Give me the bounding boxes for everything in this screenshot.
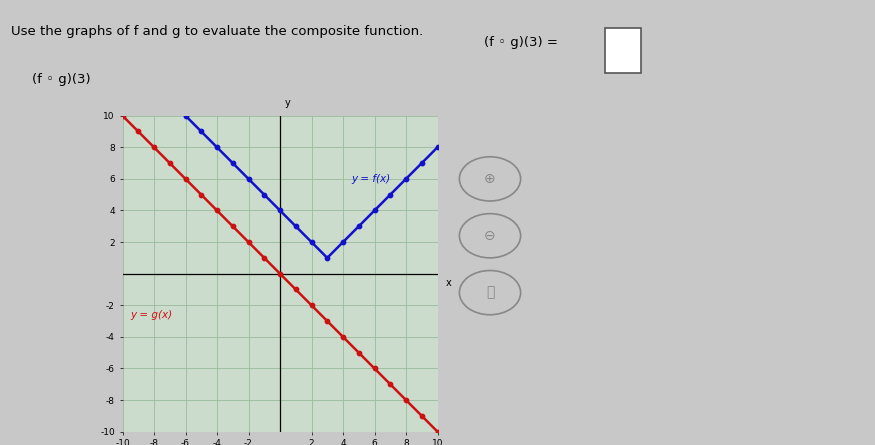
Point [336, 333, 350, 340]
Point [336, 239, 350, 246]
Point [242, 175, 256, 182]
Point [430, 428, 444, 435]
Text: ⤢: ⤢ [486, 286, 494, 299]
Point [226, 222, 240, 230]
Point [273, 270, 287, 277]
Point [194, 128, 208, 135]
Point [194, 191, 208, 198]
Point [257, 191, 271, 198]
Text: (f ◦ g)(3) =: (f ◦ g)(3) = [484, 36, 558, 49]
Text: ⊕: ⊕ [484, 172, 496, 186]
Point [226, 160, 240, 167]
Point [131, 128, 145, 135]
Point [430, 144, 444, 151]
Point [242, 239, 256, 246]
Text: ⊖: ⊖ [484, 229, 496, 243]
Text: y: y [285, 98, 290, 108]
Text: y = f(x): y = f(x) [351, 174, 390, 184]
Text: x: x [445, 278, 452, 288]
Point [415, 160, 429, 167]
Point [178, 175, 192, 182]
Point [399, 396, 413, 404]
Point [257, 254, 271, 261]
Point [147, 144, 161, 151]
Point [116, 112, 130, 119]
Point [399, 175, 413, 182]
Text: (f ◦ g)(3): (f ◦ g)(3) [32, 73, 91, 86]
Point [289, 222, 303, 230]
Point [415, 413, 429, 419]
Text: y = g(x): y = g(x) [130, 310, 172, 320]
Point [289, 286, 303, 293]
Point [383, 191, 397, 198]
FancyBboxPatch shape [605, 28, 641, 73]
Point [178, 112, 192, 119]
Point [352, 222, 366, 230]
Point [273, 207, 287, 214]
Point [352, 349, 366, 356]
Point [320, 254, 334, 261]
Point [320, 318, 334, 325]
Point [368, 365, 382, 372]
Point [210, 144, 224, 151]
Point [163, 160, 177, 167]
Point [304, 302, 318, 309]
Point [368, 207, 382, 214]
Point [383, 381, 397, 388]
Point [210, 207, 224, 214]
Point [304, 239, 318, 246]
Text: Use the graphs of f and g to evaluate the composite function.: Use the graphs of f and g to evaluate th… [11, 25, 424, 38]
